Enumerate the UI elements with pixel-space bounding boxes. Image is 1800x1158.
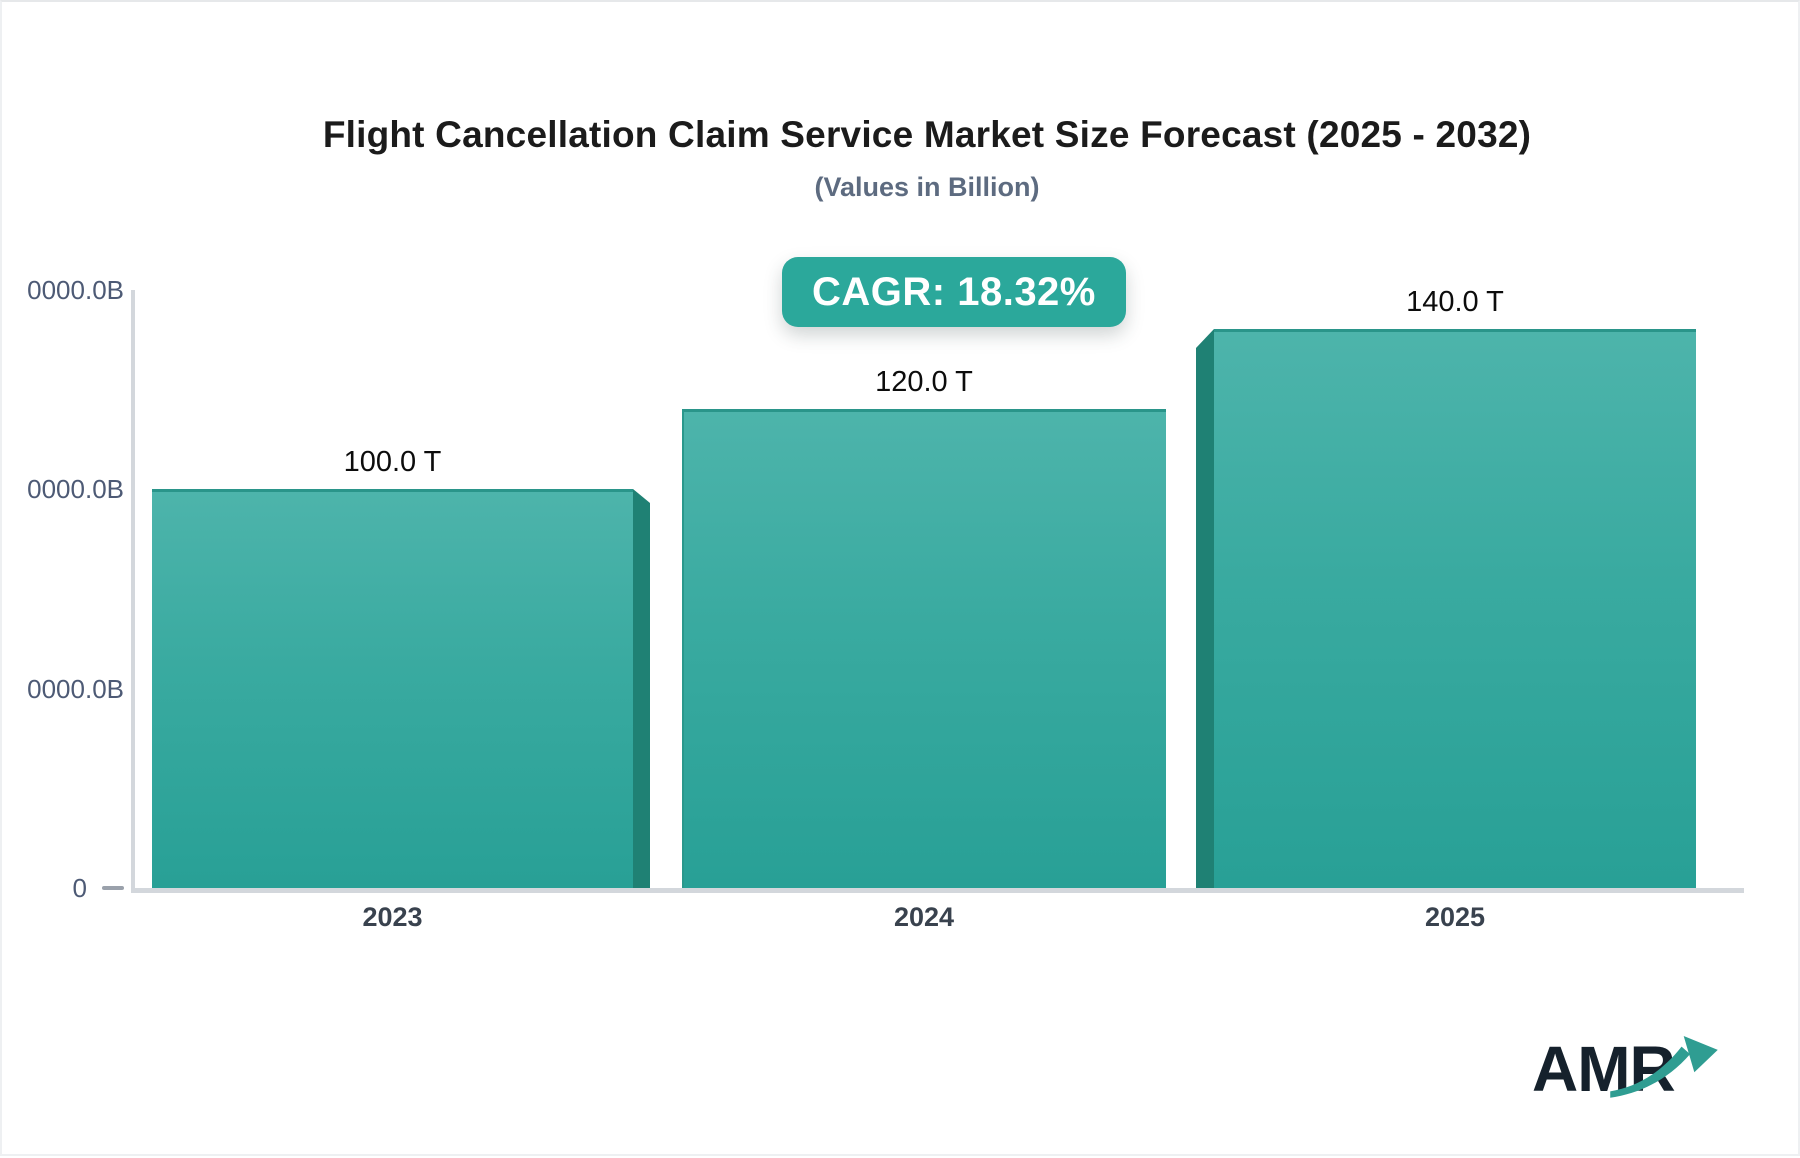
y-tick-label: 0000.0B	[27, 673, 124, 704]
y-axis-line	[131, 290, 135, 890]
tick-mark	[102, 886, 124, 890]
amr-logo-text: AMR	[1532, 1033, 1676, 1105]
value-label-2025: 140.0 T	[1406, 286, 1504, 318]
cagr-badge: CAGR: 18.32%	[782, 257, 1126, 327]
y-axis-tick: 0	[2, 872, 124, 904]
value-label-2023: 100.0 T	[343, 446, 442, 478]
x-axis-label-2024: 2024	[893, 902, 955, 932]
x-axis-label-2025: 2025	[1424, 902, 1486, 932]
y-tick-label: 0000.0B	[27, 274, 124, 305]
chart-subtitle: (Values in Billion)	[814, 172, 1040, 202]
value-label-2024: 120.0 T	[875, 366, 973, 398]
trend-up-arrow-icon	[1610, 1036, 1718, 1098]
y-axis-tick: 0000.0B	[2, 673, 143, 705]
bar-2025-side-face	[1196, 329, 1214, 888]
bar-2025	[1214, 329, 1696, 888]
y-tick-label: 0	[72, 872, 87, 903]
bar-2023	[152, 489, 633, 888]
y-tick-label: 0000.0B	[27, 473, 124, 504]
bar-2023-side-face	[633, 489, 650, 888]
x-axis-label-2023: 2023	[362, 902, 423, 932]
chart-title: Flight Cancellation Claim Service Market…	[322, 114, 1532, 155]
cagr-badge-label: CAGR: 18.32%	[812, 269, 1096, 314]
y-axis-tick: 0000.0B	[2, 473, 143, 505]
y-axis-tick: 0000.0B	[2, 274, 143, 306]
amr-logo: AMR	[1532, 1034, 1732, 1114]
x-axis-line	[131, 888, 1744, 893]
bar-2024	[682, 409, 1166, 888]
